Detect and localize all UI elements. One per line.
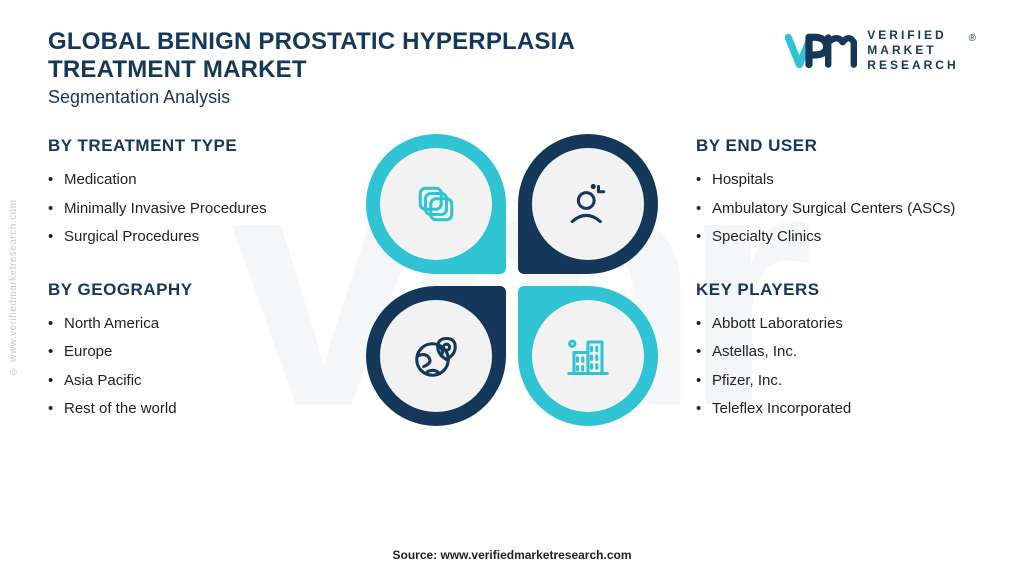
brand-logo: VERIFIED MARKET RESEARCH ® — [785, 28, 976, 73]
segment-treatment-type: BY TREATMENT TYPE Medication Minimally I… — [48, 136, 328, 252]
list-item: Specialty Clinics — [696, 223, 976, 252]
segment-list: North America Europe Asia Pacific Rest o… — [48, 310, 328, 424]
layers-icon — [408, 176, 464, 232]
logo-mark-icon — [785, 29, 857, 73]
logo-line-3: RESEARCH — [867, 58, 958, 73]
segment-title: BY GEOGRAPHY — [48, 280, 328, 300]
logo-line-2: MARKET — [867, 43, 958, 58]
left-column: BY TREATMENT TYPE Medication Minimally I… — [48, 136, 328, 424]
segment-key-players: KEY PLAYERS Abbott Laboratories Astellas… — [696, 280, 976, 424]
source-label: Source: www.verifiedmarketresearch.com — [393, 548, 632, 562]
header: GLOBAL BENIGN PROSTATIC HYPERPLASIA TREA… — [48, 28, 976, 108]
content-row: BY TREATMENT TYPE Medication Minimally I… — [48, 130, 976, 430]
petal-geography — [366, 286, 506, 426]
segment-list: Abbott Laboratories Astellas, Inc. Pfize… — [696, 310, 976, 424]
segment-end-user: BY END USER Hospitals Ambulatory Surgica… — [696, 136, 976, 252]
segment-list: Medication Minimally Invasive Procedures… — [48, 166, 328, 252]
list-item: Astellas, Inc. — [696, 338, 976, 367]
segment-geography: BY GEOGRAPHY North America Europe Asia P… — [48, 280, 328, 424]
registered-mark: ® — [969, 33, 976, 44]
buildings-icon — [560, 328, 616, 384]
list-item: Asia Pacific — [48, 367, 328, 396]
page-subtitle: Segmentation Analysis — [48, 87, 608, 108]
list-item: Surgical Procedures — [48, 223, 328, 252]
list-item: Europe — [48, 338, 328, 367]
segment-title: KEY PLAYERS — [696, 280, 976, 300]
segment-title: BY TREATMENT TYPE — [48, 136, 328, 156]
list-item: Pfizer, Inc. — [696, 367, 976, 396]
globe-pin-icon — [408, 328, 464, 384]
segment-list: Hospitals Ambulatory Surgical Centers (A… — [696, 166, 976, 252]
list-item: Medication — [48, 166, 328, 195]
list-item: Teleflex Incorporated — [696, 395, 976, 424]
center-petal-graphic — [362, 130, 662, 430]
list-item: Hospitals — [696, 166, 976, 195]
list-item: North America — [48, 310, 328, 339]
logo-text: VERIFIED MARKET RESEARCH — [867, 28, 958, 73]
petal-key-players — [518, 286, 658, 426]
list-item: Rest of the world — [48, 395, 328, 424]
petal-end-user — [518, 134, 658, 274]
list-item: Ambulatory Surgical Centers (ASCs) — [696, 195, 976, 224]
list-item: Abbott Laboratories — [696, 310, 976, 339]
person-icon — [560, 176, 616, 232]
segment-title: BY END USER — [696, 136, 976, 156]
title-block: GLOBAL BENIGN PROSTATIC HYPERPLASIA TREA… — [48, 28, 608, 108]
page-container: GLOBAL BENIGN PROSTATIC HYPERPLASIA TREA… — [0, 0, 1024, 576]
page-title: GLOBAL BENIGN PROSTATIC HYPERPLASIA TREA… — [48, 28, 608, 83]
petal-treatment-type — [366, 134, 506, 274]
logo-line-1: VERIFIED — [867, 28, 958, 43]
right-column: BY END USER Hospitals Ambulatory Surgica… — [696, 136, 976, 424]
list-item: Minimally Invasive Procedures — [48, 195, 328, 224]
